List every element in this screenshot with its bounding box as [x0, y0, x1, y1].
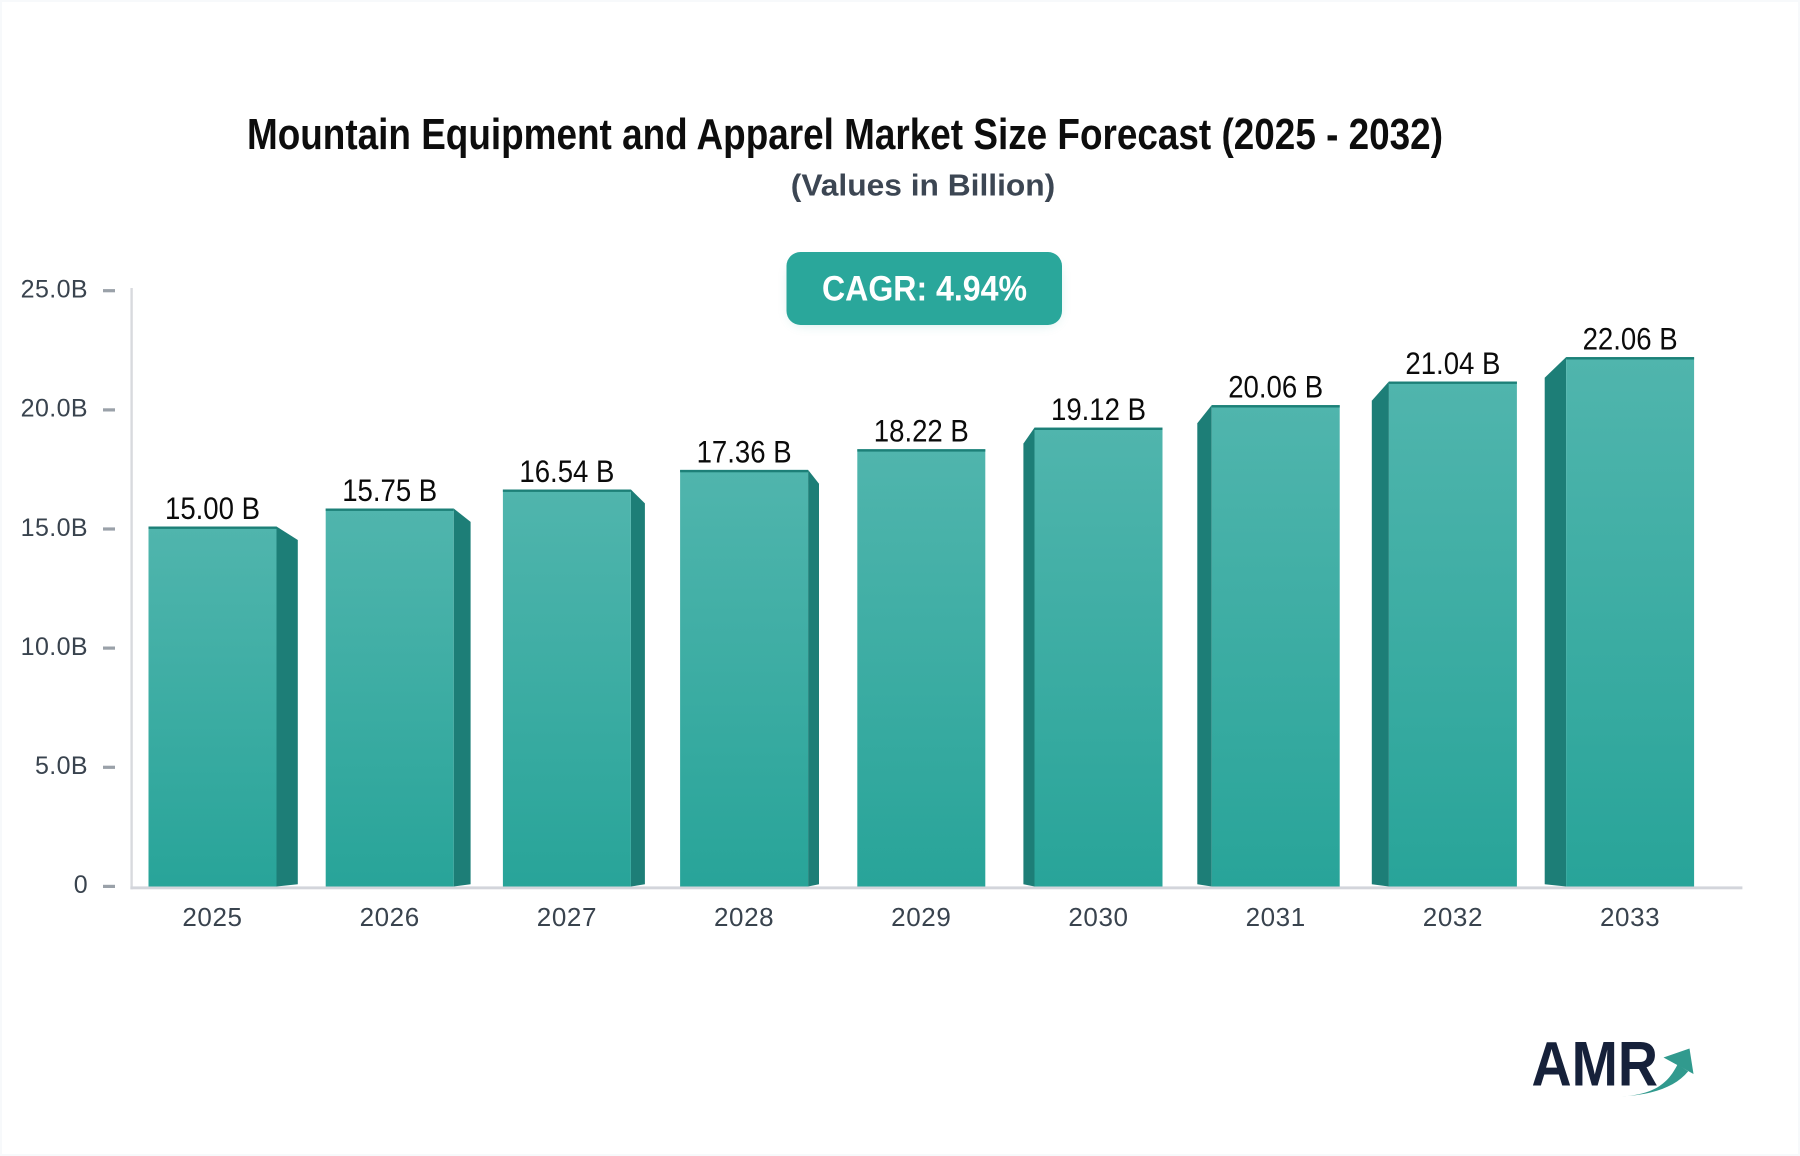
svg-text:2027: 2027	[537, 902, 597, 932]
svg-text:CAGR: 4.94%: CAGR: 4.94%	[822, 269, 1027, 309]
svg-text:0: 0	[74, 871, 88, 899]
svg-text:2032: 2032	[1423, 902, 1483, 932]
svg-text:21.04 B: 21.04 B	[1405, 345, 1500, 381]
svg-text:5.0B: 5.0B	[35, 752, 88, 780]
svg-text:2033: 2033	[1600, 902, 1660, 932]
svg-text:15.75 B: 15.75 B	[342, 472, 437, 508]
svg-text:20.06 B: 20.06 B	[1228, 369, 1323, 405]
svg-text:20.0B: 20.0B	[21, 395, 88, 423]
svg-text:16.54 B: 16.54 B	[519, 453, 614, 489]
svg-text:25.0B: 25.0B	[21, 276, 88, 304]
svg-text:2029: 2029	[891, 902, 951, 932]
svg-text:19.12 B: 19.12 B	[1051, 391, 1146, 427]
svg-text:2025: 2025	[182, 902, 242, 932]
svg-text:2031: 2031	[1246, 902, 1306, 932]
svg-text:Mountain Equipment and Apparel: Mountain Equipment and Apparel Market Si…	[247, 110, 1443, 159]
svg-text:18.22 B: 18.22 B	[874, 413, 969, 449]
svg-text:AMR: AMR	[1532, 1030, 1659, 1100]
svg-text:2028: 2028	[714, 902, 774, 932]
svg-text:10.0B: 10.0B	[21, 633, 88, 661]
svg-text:2026: 2026	[360, 902, 420, 932]
svg-text:15.0B: 15.0B	[21, 514, 88, 542]
svg-text:15.00 B: 15.00 B	[165, 490, 260, 526]
svg-text:17.36 B: 17.36 B	[697, 433, 792, 469]
svg-text:22.06 B: 22.06 B	[1583, 321, 1678, 357]
svg-text:2030: 2030	[1068, 902, 1128, 932]
svg-text:(Values in Billion): (Values in Billion)	[791, 168, 1056, 203]
